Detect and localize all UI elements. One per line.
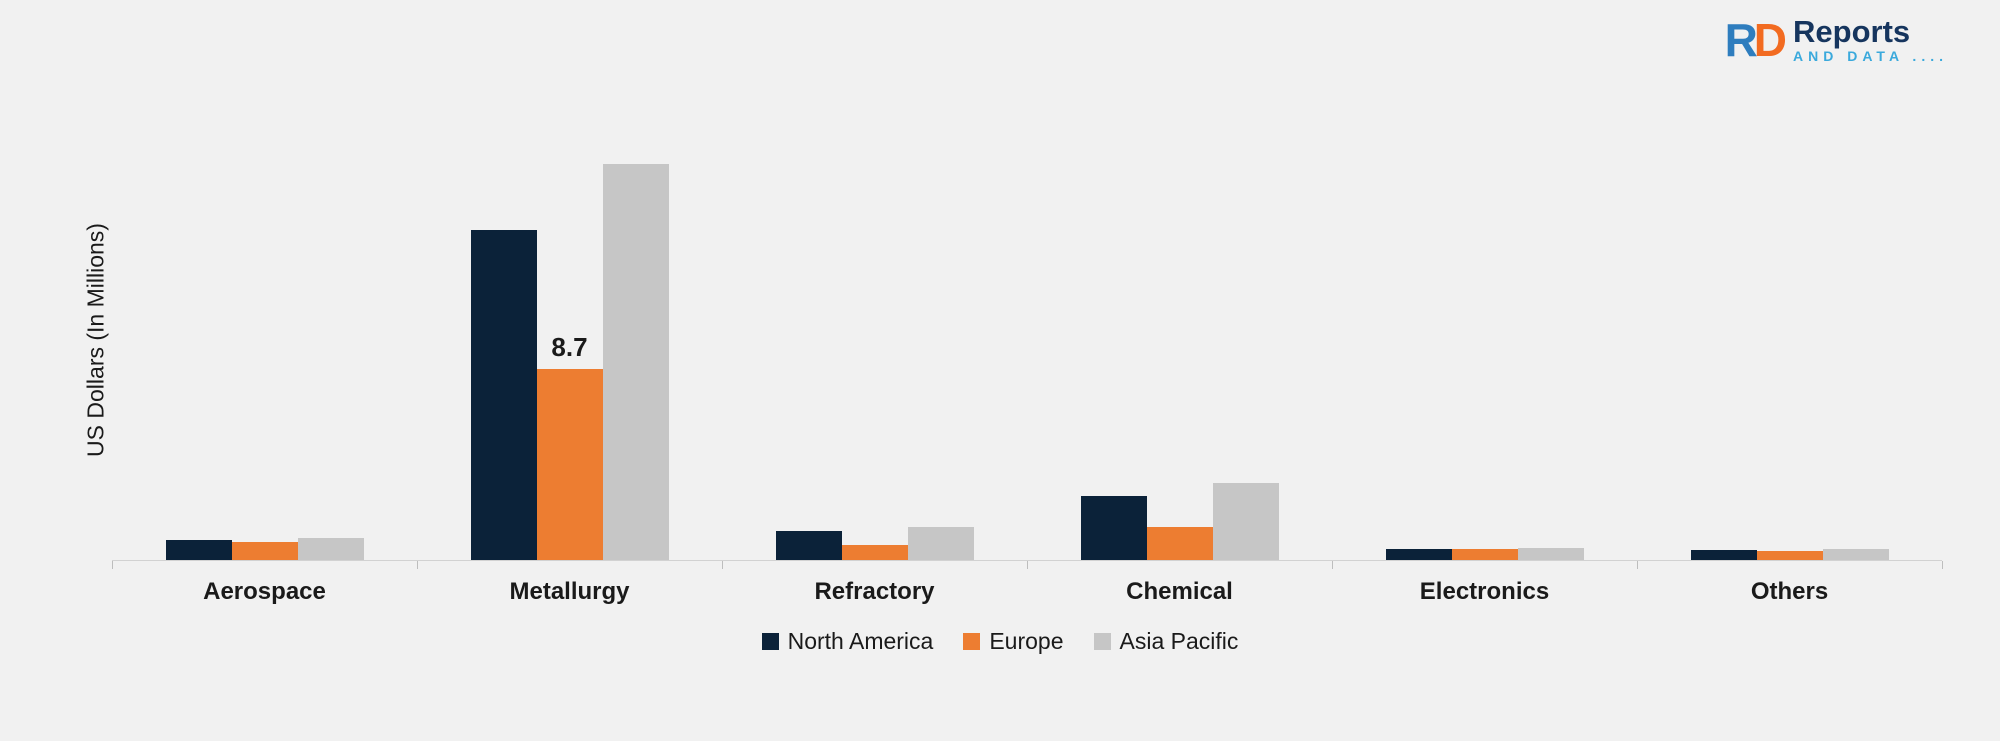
bar-north-america-metallurgy: [470, 230, 537, 560]
chart-legend: North America Europe Asia Pacific: [0, 628, 2000, 655]
x-label-refractory: Refractory: [814, 578, 935, 605]
x-axis-tick: [1027, 561, 1028, 569]
legend-label-north-america: North America: [787, 628, 934, 654]
bar-asia-pacific-others: [1822, 549, 1889, 560]
x-axis-tick: [1637, 561, 1638, 569]
legend-swatch-asia-pacific: [1093, 633, 1111, 650]
bar-europe-chemical: [1146, 527, 1213, 560]
x-label-aerospace: Aerospace: [203, 578, 326, 605]
logo-tagline-text: AND DATA ....: [1793, 48, 1948, 64]
x-axis-tick: [721, 561, 723, 569]
legend-label-europe: Europe: [989, 628, 1064, 654]
legend-label-asia-pacific: Asia Pacific: [1119, 628, 1239, 654]
legend-swatch-europe: [963, 633, 981, 650]
legend-swatch-north-america: [761, 633, 779, 650]
bar-north-america-electronics: [1385, 549, 1452, 560]
plot-area: 8.7: [112, 120, 1942, 560]
bar-group-refractory: [722, 120, 1027, 560]
y-axis-label: US Dollars (In Millions): [82, 223, 109, 457]
bar-group-electronics: [1332, 120, 1637, 560]
bar-europe-others: [1756, 551, 1823, 560]
bar-group-chemical: [1027, 120, 1332, 560]
bar-asia-pacific-electronics: [1517, 547, 1584, 560]
x-label-others: Others: [1750, 578, 1829, 605]
bar-north-america-aerospace: [165, 540, 232, 560]
bar-north-america-chemical: [1080, 496, 1147, 560]
logo-text: Reports AND DATA ....: [1793, 14, 1948, 65]
x-label-chemical: Chemical: [1126, 578, 1233, 605]
bar-asia-pacific-metallurgy: [602, 164, 669, 560]
bar-group-others: [1637, 120, 1942, 560]
x-axis-tick: [416, 561, 418, 569]
x-axis-tick: [1331, 561, 1333, 569]
logo-brand-text: Reports: [1793, 14, 1911, 49]
bar-europe-aerospace: [231, 542, 298, 560]
bar-group-metallurgy: 8.7: [417, 120, 722, 560]
reports-and-data-logo: R D Reports AND DATA ....: [1724, 14, 1948, 66]
x-axis-ticks: [112, 561, 1943, 569]
bar-north-america-others: [1690, 550, 1757, 560]
logo-r-glyph: R: [1724, 14, 1758, 66]
legend-item-north-america: North America: [761, 628, 934, 655]
bar-europe-electronics: [1451, 549, 1518, 560]
logo-rd-icon: R D: [1724, 14, 1788, 66]
x-label-electronics: Electronics: [1419, 578, 1550, 605]
bar-north-america-refractory: [775, 531, 842, 560]
bar-europe-metallurgy: 8.7: [536, 332, 603, 560]
logo-d-glyph: D: [1753, 14, 1787, 66]
bar-europe-refractory: [841, 544, 908, 560]
bar-asia-pacific-refractory: [907, 527, 974, 560]
legend-item-asia-pacific: Asia Pacific: [1093, 628, 1239, 655]
bar-group-aerospace: [112, 120, 417, 560]
legend-item-europe: Europe: [963, 628, 1064, 655]
x-axis-tick: [112, 561, 113, 569]
x-axis-line: [112, 560, 1942, 561]
x-axis-tick: [1942, 561, 1943, 569]
bar-asia-pacific-chemical: [1212, 483, 1279, 560]
x-axis-category-labels: Aerospace Metallurgy Refractory Chemical Ele…: [112, 578, 1942, 606]
bar-asia-pacific-aerospace: [297, 538, 364, 560]
bar-value-label-europe-metallurgy: 8.7: [551, 331, 588, 362]
x-label-metallurgy: Metallurgy: [509, 578, 630, 605]
